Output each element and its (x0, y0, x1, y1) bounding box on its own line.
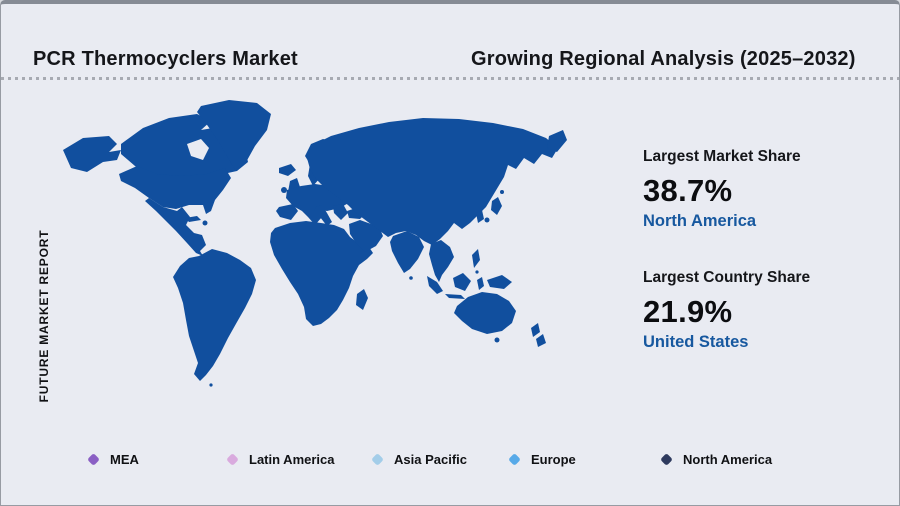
legend-label: Europe (531, 451, 576, 467)
map-indochina (429, 240, 454, 282)
legend-label: North America (683, 451, 773, 467)
map-greenland (197, 100, 271, 170)
map-falklands (209, 383, 213, 387)
largest-country-share-label: Largest Country Share (643, 269, 811, 286)
subtitle: Growing Regional Analysis (2025–2032) (471, 48, 856, 70)
map-borneo (453, 273, 471, 291)
legend-label: MEA (110, 451, 139, 467)
map-java (445, 294, 465, 299)
largest-country-share-value: 21.9% (643, 294, 733, 329)
legend-item-europe: Europe (508, 451, 576, 467)
map-chukotka (547, 130, 567, 152)
map-balkans (333, 204, 348, 220)
map-asia-main (307, 118, 558, 245)
map-hispaniola (202, 220, 208, 226)
map-japan (491, 197, 502, 215)
latin-america-dot-icon (226, 452, 239, 466)
map-korea (476, 210, 484, 223)
map-iberia (276, 204, 298, 220)
legend-item-north-america: North America (660, 451, 773, 467)
legend-label: Asia Pacific (394, 451, 467, 467)
map-japan-south (484, 217, 490, 223)
map-south-america (173, 249, 256, 381)
map-philippines (472, 249, 480, 268)
map-usa (119, 166, 231, 214)
map-alaska (63, 136, 121, 172)
legend-label: Latin America (249, 451, 335, 467)
map-iceland (279, 164, 296, 176)
legend-item-latin-america: Latin America (226, 451, 335, 467)
world-map (63, 100, 567, 387)
dotted-divider (1, 77, 899, 80)
map-new-guinea (487, 275, 512, 289)
mea-dot-icon (87, 452, 100, 466)
map-sri-lanka (409, 276, 413, 280)
map-arabia (349, 220, 383, 252)
map-australia (454, 292, 516, 334)
map-sulawesi (477, 277, 484, 290)
largest-market-share-value: 38.7% (643, 173, 733, 208)
map-italy (314, 205, 332, 226)
europe-dot-icon (508, 452, 521, 466)
map-tasmania (494, 337, 500, 343)
map-new-zealand-south (536, 334, 546, 347)
map-hokkaido (500, 190, 504, 194)
largest-market-share-region: North America (643, 212, 757, 230)
map-new-zealand-north (531, 323, 540, 337)
map-madagascar (356, 289, 368, 310)
map-india (390, 231, 424, 273)
asia-pacific-dot-icon (371, 452, 384, 466)
map-cuba (185, 216, 201, 222)
map-ireland (281, 187, 287, 193)
brand-watermark: FUTURE MARKET REPORT (37, 229, 51, 403)
map-africa (270, 221, 373, 326)
legend-item-mea: MEA (87, 451, 139, 467)
page-title: PCR Thermocyclers Market (33, 48, 298, 70)
map-hudson-bay (187, 139, 209, 160)
legend-item-asia-pacific: Asia Pacific (371, 451, 467, 467)
map-mexico-central-america (145, 198, 206, 256)
largest-country-share-region: United States (643, 333, 749, 351)
largest-market-share-label: Largest Market Share (643, 148, 801, 165)
north-america-dot-icon (660, 452, 673, 466)
map-mindanao (475, 270, 479, 274)
map-sumatra (427, 276, 443, 294)
